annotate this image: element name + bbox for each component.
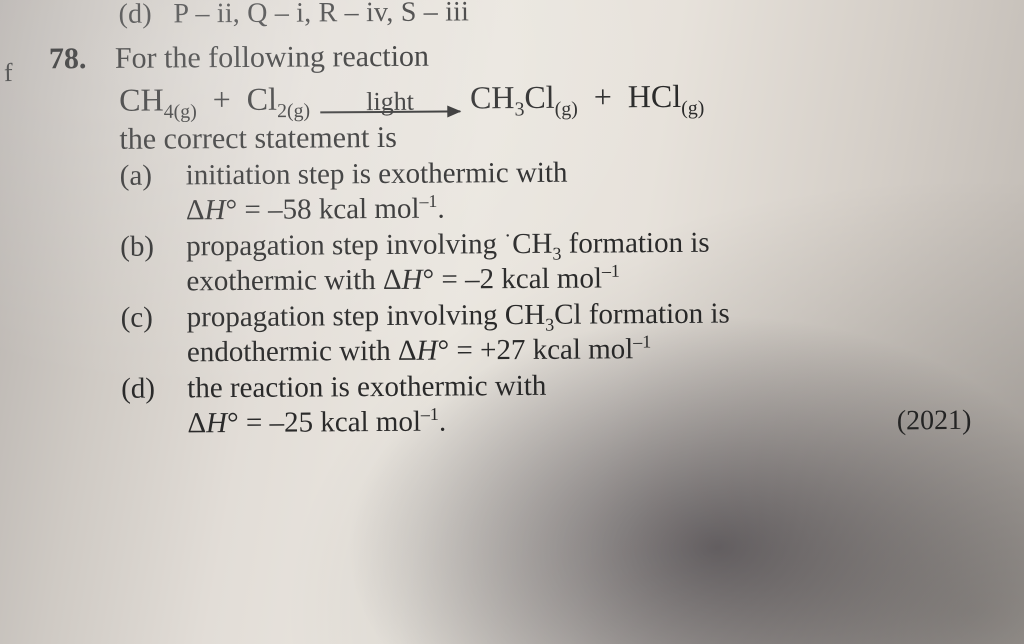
- page-edge-fragment: f: [4, 58, 13, 88]
- enthalpy-symbol: H: [205, 194, 226, 226]
- enthalpy-symbol: H: [402, 264, 423, 296]
- prev-option-text: P – ii, Q – i, R – iv, S – iii: [173, 0, 469, 29]
- degree: °: [437, 335, 449, 367]
- formula-subscript: (g): [555, 98, 578, 120]
- radical-dot-icon: ·: [504, 225, 511, 247]
- reaction-arrow: light: [320, 89, 460, 114]
- option-label: (d): [121, 373, 165, 406]
- question-stem: For the following reaction: [115, 40, 429, 76]
- option-body: propagation step involving CH3Cl formati…: [187, 296, 995, 370]
- option-text: initiation step is exothermic with: [186, 157, 568, 192]
- question-number: 78.: [49, 42, 95, 76]
- enthalpy-symbol: H: [416, 335, 437, 367]
- formula-subscript: 4(g): [164, 101, 197, 123]
- unit-exponent: –1: [602, 261, 620, 281]
- period: .: [439, 406, 446, 438]
- unit-exponent: –1: [419, 191, 437, 211]
- unit-exponent: –1: [421, 404, 439, 424]
- option-c: (c) propagation step involving CH3Cl for…: [121, 296, 995, 370]
- option-d: (d) the reaction is exothermic with ΔH° …: [121, 367, 995, 441]
- option-text: exothermic with Δ: [186, 264, 401, 298]
- question-followup: the correct statement is: [119, 117, 993, 157]
- period: .: [437, 193, 444, 225]
- unit-exponent: –1: [633, 332, 651, 352]
- delta: Δ: [187, 408, 206, 440]
- option-text: propagation step involving: [186, 229, 504, 263]
- degree: °: [225, 194, 237, 226]
- reactant-cl2: Cl2(g): [247, 81, 311, 118]
- option-a: (a) initiation step is exothermic with Δ…: [120, 154, 994, 228]
- option-text: Cl formation is: [554, 298, 730, 331]
- question-year: (2021): [897, 405, 972, 438]
- formula-text: HCl: [628, 78, 682, 114]
- value-text: = –2 kcal mol: [434, 263, 602, 296]
- option-b: (b) propagation step involving ·CH3 form…: [120, 225, 994, 299]
- delta: Δ: [186, 195, 205, 227]
- option-body: initiation step is exothermic with ΔH° =…: [186, 154, 994, 228]
- formula-text: CH: [119, 82, 164, 118]
- formula-text: Cl: [524, 79, 554, 115]
- option-body: propagation step involving ·CH3 formatio…: [186, 225, 994, 299]
- formula-subscript: 3: [514, 99, 524, 121]
- formula-text: CH: [512, 228, 553, 260]
- formula-text: CH: [470, 79, 515, 115]
- previous-question-option-d: (d) P – ii, Q – i, R – iv, S – iii: [118, 0, 992, 36]
- option-label: (a): [120, 160, 164, 193]
- plus-sign: +: [594, 79, 612, 116]
- enthalpy-symbol: H: [206, 407, 227, 439]
- option-label: (b): [120, 231, 164, 264]
- option-label: (c): [121, 302, 165, 335]
- formula-subscript: 2(g): [277, 100, 310, 122]
- option-text: the reaction is exothermic with: [187, 370, 546, 405]
- product-ch3cl: CH3Cl(g): [470, 79, 578, 117]
- reactant-ch4: CH4(g): [119, 82, 197, 120]
- option-text: propagation step involving CH: [187, 299, 546, 334]
- formula-subscript: (g): [681, 98, 704, 120]
- formula-text: Cl: [247, 81, 277, 117]
- prev-option-label: (d): [118, 0, 151, 30]
- option-body: the reaction is exothermic with ΔH° = –2…: [187, 367, 995, 441]
- value-text: = –25 kcal mol: [239, 406, 422, 439]
- value-text: = +27 kcal mol: [449, 334, 633, 367]
- degree: °: [227, 407, 239, 439]
- plus-sign: +: [213, 81, 231, 118]
- option-text: endothermic with Δ: [187, 335, 417, 369]
- option-text: formation is: [561, 227, 709, 260]
- value-text: = –58 kcal mol: [237, 193, 420, 226]
- formula-subscript: 3: [552, 244, 561, 264]
- product-hcl: HCl(g): [628, 78, 705, 116]
- degree: °: [422, 264, 434, 296]
- page-content: (d) P – ii, Q – i, R – iv, S – iii 78. F…: [48, 0, 995, 442]
- reaction-equation: CH4(g) + Cl2(g) light CH3Cl(g) + HCl(g): [119, 70, 993, 121]
